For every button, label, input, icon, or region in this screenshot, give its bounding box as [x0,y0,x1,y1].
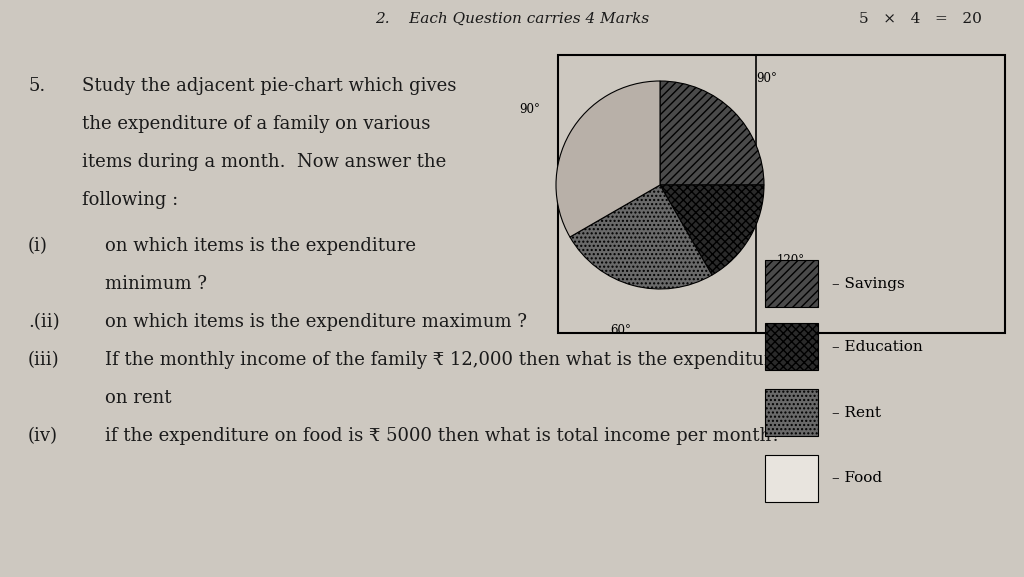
Text: (iii): (iii) [28,351,59,369]
Text: if the expenditure on food is ₹ 5000 then what is total income per month?: if the expenditure on food is ₹ 5000 the… [105,427,781,445]
Text: 2.    Each Question carries 4 Marks: 2. Each Question carries 4 Marks [375,12,649,26]
Bar [765,324,817,370]
Text: the expenditure of a family on various: the expenditure of a family on various [82,115,430,133]
Text: on rent: on rent [105,389,171,407]
Text: following :: following : [82,191,178,209]
Text: 120°: 120° [776,254,805,267]
Text: – Food: – Food [831,471,882,485]
Text: 90°: 90° [519,103,540,116]
Wedge shape [660,185,764,275]
Text: (i): (i) [28,237,48,255]
Text: items during a month.  Now answer the: items during a month. Now answer the [82,153,446,171]
Text: .(ii): .(ii) [28,313,59,331]
Text: 5   ×   4   =   20: 5 × 4 = 20 [858,12,981,26]
Text: Study the adjacent pie-chart which gives: Study the adjacent pie-chart which gives [82,77,457,95]
Text: on which items is the expenditure: on which items is the expenditure [105,237,416,255]
Text: minimum ?: minimum ? [105,275,207,293]
Bar [765,455,817,501]
Text: – Education: – Education [831,340,923,354]
Text: 5.: 5. [28,77,45,95]
Text: If the monthly income of the family ₹ 12,000 then what is the expenditure: If the monthly income of the family ₹ 12… [105,351,783,369]
Bar [558,55,1005,333]
Wedge shape [556,81,660,237]
Text: 90°: 90° [756,72,777,85]
Text: – Savings: – Savings [831,277,905,291]
Text: 60°: 60° [610,324,632,337]
Wedge shape [570,185,712,289]
Text: (iv): (iv) [28,427,58,445]
Bar [765,389,817,436]
Wedge shape [660,81,764,185]
Bar [765,260,817,307]
Text: on which items is the expenditure maximum ?: on which items is the expenditure maximu… [105,313,527,331]
Text: – Rent: – Rent [831,406,881,419]
